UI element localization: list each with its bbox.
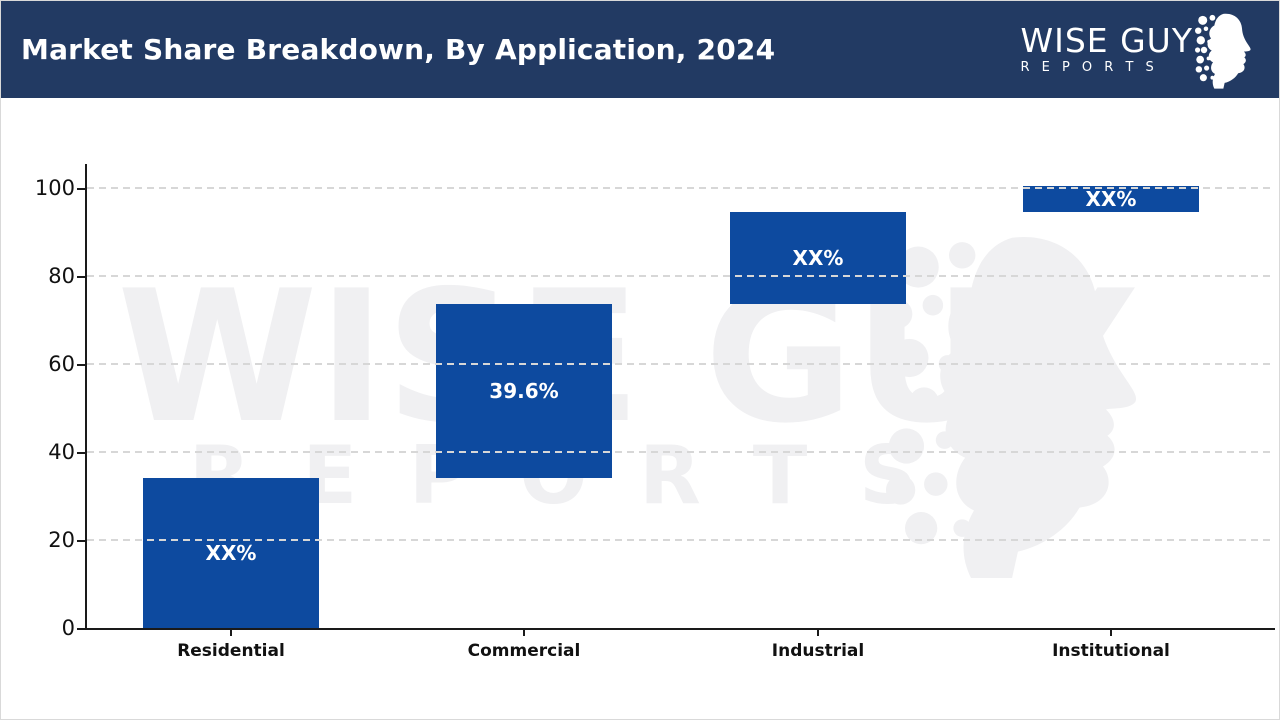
bar-value-label-industrial: XX% xyxy=(792,245,844,270)
y-tick-label: 100 xyxy=(34,176,75,200)
y-tick-label: 40 xyxy=(48,440,75,464)
y-tick-label: 60 xyxy=(48,352,75,376)
chart-canvas: WISE GUY R E P O R T S 020406080100XX%Re… xyxy=(1,98,1279,719)
y-axis-tick xyxy=(77,452,85,454)
y-axis-tick xyxy=(77,276,85,278)
logo-wordmark: WISE GUY xyxy=(1020,21,1193,60)
gridline xyxy=(87,187,1275,189)
wiseguy-logo: WISE GUY R E P O R T S xyxy=(1020,11,1253,89)
bar-value-label-residential: XX% xyxy=(205,540,257,565)
bar-commercial: 39.6% xyxy=(436,303,612,478)
bar-value-label-institutional: XX% xyxy=(1085,187,1137,212)
y-axis-tick xyxy=(77,364,85,366)
x-tick-label-industrial: Industrial xyxy=(771,641,865,661)
logo-head-icon xyxy=(1195,11,1253,89)
x-axis-tick xyxy=(817,630,819,636)
x-tick-label-commercial: Commercial xyxy=(467,641,581,661)
bar-residential: XX% xyxy=(143,477,319,628)
gridline xyxy=(87,363,1275,365)
x-axis-tick xyxy=(523,630,525,636)
x-tick-label-institutional: Institutional xyxy=(1052,641,1170,661)
y-axis-line xyxy=(85,164,87,630)
bar-value-label-commercial: 39.6% xyxy=(489,378,559,403)
x-axis-tick xyxy=(230,630,232,636)
page-title: Market Share Breakdown, By Application, … xyxy=(21,33,776,66)
header-bar: Market Share Breakdown, By Application, … xyxy=(1,1,1279,98)
x-tick-label-residential: Residential xyxy=(177,641,285,661)
y-tick-label: 80 xyxy=(48,264,75,288)
y-axis-tick xyxy=(77,188,85,190)
bar-industrial: XX% xyxy=(730,212,906,304)
y-axis-tick xyxy=(77,628,85,630)
x-axis-tick xyxy=(1110,630,1112,636)
bar-institutional: XX% xyxy=(1023,186,1199,213)
y-axis-tick xyxy=(77,540,85,542)
gridline xyxy=(87,451,1275,453)
logo-subtext: R E P O R T S xyxy=(1020,60,1158,75)
gridline xyxy=(87,539,1275,541)
y-tick-label: 0 xyxy=(61,616,75,640)
gridline xyxy=(87,275,1275,277)
y-tick-label: 20 xyxy=(48,528,75,552)
x-axis-line xyxy=(85,628,1275,630)
